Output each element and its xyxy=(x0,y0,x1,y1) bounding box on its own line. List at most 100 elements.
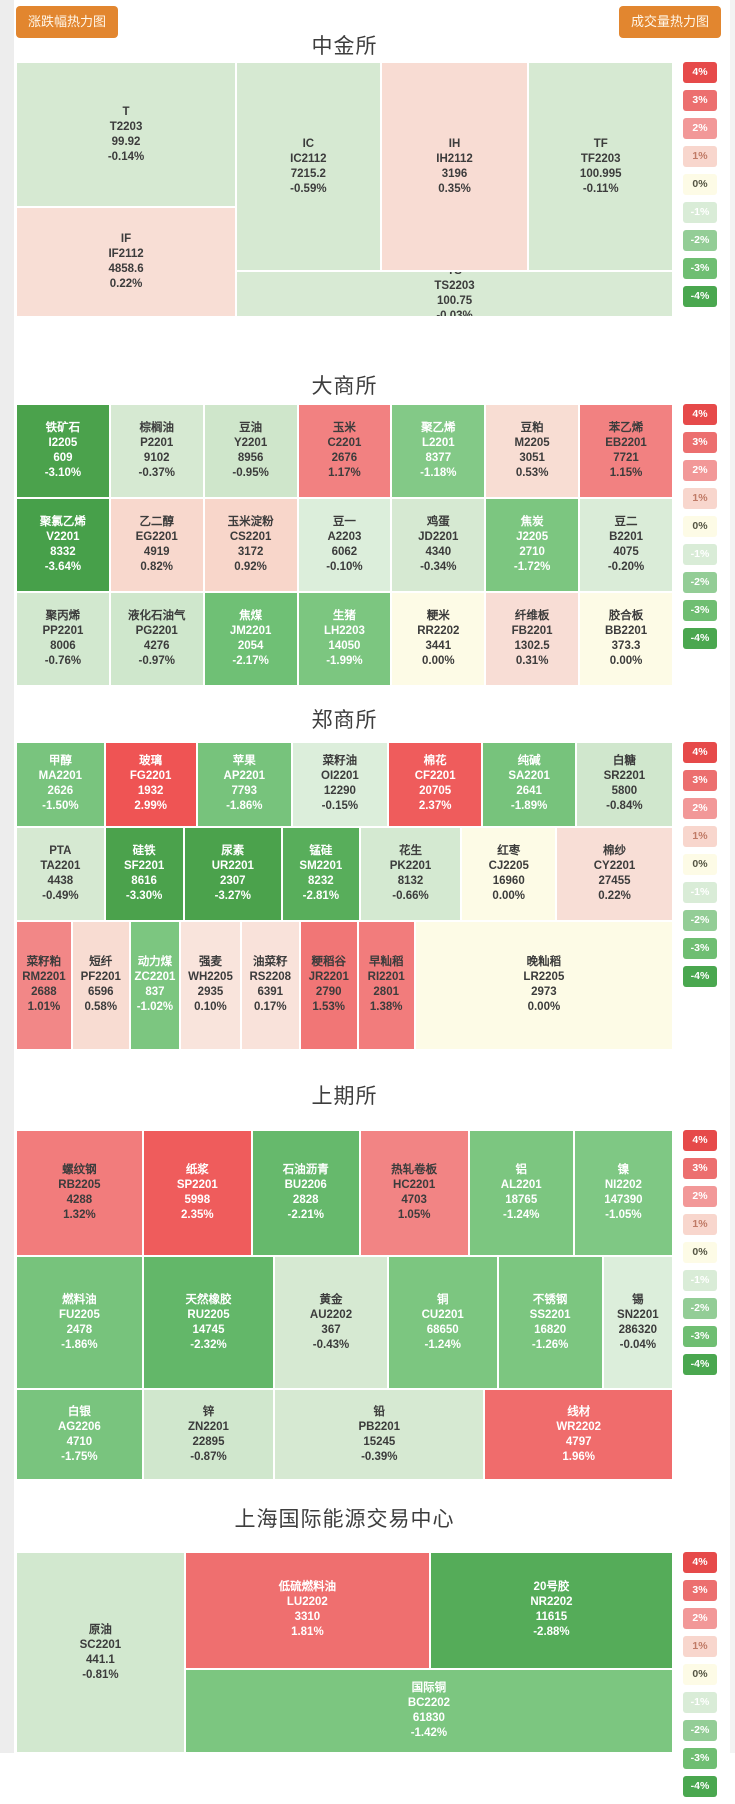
tile-LH2203[interactable]: 生猪 LH2203 14050 -1.99% xyxy=(297,591,392,686)
price-change-heatmap-button[interactable]: 涨跌幅热力图 xyxy=(16,6,119,38)
legend-chip-0%: 0% xyxy=(683,516,717,537)
color-legend-3: 4% 3% 2% 1% 0% -1% -2% -3% -4% xyxy=(683,1130,717,1382)
tile-TF2203[interactable]: TF TF2203 100.995 -0.11% xyxy=(528,62,673,272)
legend-chip-0%: 0% xyxy=(683,1664,717,1685)
legend-chip-3%: 3% xyxy=(683,90,717,111)
tile-Y2201[interactable]: 豆油 Y2201 8956 -0.95% xyxy=(203,404,298,498)
tile-ZC2201[interactable]: 动力煤 ZC2201 837 -1.02% xyxy=(129,920,181,1050)
tile-CF2201[interactable]: 棉花 CF2201 20705 2.37% xyxy=(387,742,483,827)
tile-AU2202[interactable]: 黄金 AU2202 367 -0.43% xyxy=(274,1256,388,1389)
tile-SA2201[interactable]: 纯碱 SA2201 2641 -1.89% xyxy=(482,742,576,827)
tile-CU2201[interactable]: 铜 CU2201 68650 -1.24% xyxy=(387,1256,498,1389)
tile-CS2201[interactable]: 玉米淀粉 CS2201 3172 0.92% xyxy=(203,497,298,592)
legend-chip-4%: 4% xyxy=(683,742,717,763)
volume-heatmap-button[interactable]: 成交量热力图 xyxy=(618,6,721,38)
page-right-margin xyxy=(730,0,735,1753)
tile-SC2201[interactable]: 原油 SC2201 441.1 -0.81% xyxy=(16,1552,185,1753)
tile-RR2202[interactable]: 粳米 RR2202 3441 0.00% xyxy=(391,591,486,686)
legend-chip--4%: -4% xyxy=(683,286,717,307)
section-title-0: 中金所 xyxy=(311,35,378,58)
color-legend-2: 4% 3% 2% 1% 0% -1% -2% -3% -4% xyxy=(683,742,717,994)
tile-IC2112[interactable]: IC IC2112 7215.2 -0.59% xyxy=(236,62,381,272)
tile-L2201[interactable]: 聚乙烯 L2201 8377 -1.18% xyxy=(391,404,486,498)
tile-PG2201[interactable]: 液化石油气 PG2201 4276 -0.97% xyxy=(109,591,204,686)
tile-JM2201[interactable]: 焦煤 JM2201 2054 -2.17% xyxy=(203,591,298,686)
tile-WR2202[interactable]: 线材 WR2202 4797 1.96% xyxy=(484,1389,673,1480)
tile-RB2205[interactable]: 螺纹钢 RB2205 4288 1.32% xyxy=(16,1130,143,1256)
tile-LU2202[interactable]: 低硫燃料油 LU2202 3310 1.81% xyxy=(184,1552,430,1669)
tile-JD2201[interactable]: 鸡蛋 JD2201 4340 -0.34% xyxy=(391,497,486,592)
tile-SR2201[interactable]: 白糖 SR2201 5800 -0.84% xyxy=(575,742,673,827)
section-title-4: 上海国际能源交易中心 xyxy=(234,1508,455,1531)
tile-I2205[interactable]: 铁矿石 I2205 609 -3.10% xyxy=(16,404,110,498)
tile-ZN2201[interactable]: 锌 ZN2201 22895 -0.87% xyxy=(142,1389,275,1480)
tile-EG2201[interactable]: 乙二醇 EG2201 4919 0.82% xyxy=(109,497,204,592)
tile-SN2201[interactable]: 锡 SN2201 286320 -0.04% xyxy=(602,1256,673,1389)
legend-chip-1%: 1% xyxy=(683,1214,717,1235)
tile-M2205[interactable]: 豆粕 M2205 3051 0.53% xyxy=(485,404,580,498)
tile-V2201[interactable]: 聚氯乙烯 V2201 8332 -3.64% xyxy=(16,497,110,592)
tile-SM2201[interactable]: 锰硅 SM2201 8232 -2.81% xyxy=(282,826,360,921)
tile-UR2201[interactable]: 尿素 UR2201 2307 -3.27% xyxy=(183,826,283,921)
legend-chip-0%: 0% xyxy=(683,854,717,875)
legend-chip-2%: 2% xyxy=(683,798,717,819)
tile-RU2205[interactable]: 天然橡胶 RU2205 14745 -2.32% xyxy=(142,1256,275,1389)
tile-FU2205[interactable]: 燃料油 FU2205 2478 -1.86% xyxy=(16,1256,143,1389)
tile-CJ2205[interactable]: 红枣 CJ2205 16960 0.00% xyxy=(461,826,557,921)
tile-TS2203[interactable]: TSTS2203100.75-0.03% xyxy=(236,271,673,317)
tile-BB2201[interactable]: 胶合板 BB2201 373.3 0.00% xyxy=(579,591,673,686)
tile-J2205[interactable]: 焦炭 J2205 2710 -1.72% xyxy=(485,497,580,592)
tile-BU2206[interactable]: 石油沥青 BU2206 2828 -2.21% xyxy=(251,1130,360,1256)
section-title-3: 上期所 xyxy=(311,1085,378,1108)
legend-chip-0%: 0% xyxy=(683,174,717,195)
legend-chip-1%: 1% xyxy=(683,146,717,167)
tile-OI2201[interactable]: 菜籽油 OI2201 12290 -0.15% xyxy=(291,742,388,827)
tile-PF2201[interactable]: 短纤 PF2201 6596 0.58% xyxy=(71,920,130,1050)
legend-chip-4%: 4% xyxy=(683,1130,717,1151)
tile-IF2112[interactable]: IF IF2112 4858.6 0.22% xyxy=(16,207,237,317)
tile-RS2208[interactable]: 油菜籽 RS2208 6391 0.17% xyxy=(240,920,300,1050)
legend-chip--3%: -3% xyxy=(683,600,717,621)
tile-C2201[interactable]: 玉米 C2201 2676 1.17% xyxy=(297,404,392,498)
tile-BC2202[interactable]: 国际铜 BC2202 61830 -1.42% xyxy=(184,1668,673,1753)
legend-chip--1%: -1% xyxy=(683,202,717,223)
section-title-2: 郑商所 xyxy=(311,709,378,732)
tile-PB2201[interactable]: 铅 PB2201 15245 -0.39% xyxy=(274,1389,485,1480)
color-legend-4: 4% 3% 2% 1% 0% -1% -2% -3% -4% xyxy=(683,1552,717,1804)
tile-FB2201[interactable]: 纤维板 FB2201 1302.5 0.31% xyxy=(485,591,580,686)
tile-AP2201[interactable]: 苹果 AP2201 7793 -1.86% xyxy=(196,742,292,827)
tile-NR2202[interactable]: 20号胶 NR2202 11615 -2.88% xyxy=(429,1552,673,1669)
tile-TA2201[interactable]: PTA TA2201 4438 -0.49% xyxy=(16,826,105,921)
tile-FG2201[interactable]: 玻璃 FG2201 1932 2.99% xyxy=(104,742,197,827)
tile-P2201[interactable]: 棕榈油 P2201 9102 -0.37% xyxy=(109,404,204,498)
tile-B2201[interactable]: 豆二 B2201 4075 -0.20% xyxy=(579,497,673,592)
legend-chip-3%: 3% xyxy=(683,1158,717,1179)
tile-MA2201[interactable]: 甲醇 MA2201 2626 -1.50% xyxy=(16,742,105,827)
tile-NI2202[interactable]: 镍 NI2202 147390 -1.05% xyxy=(573,1130,673,1256)
tile-JR2201[interactable]: 粳稻谷 JR2201 2790 1.53% xyxy=(299,920,358,1050)
tile-EB2201[interactable]: 苯乙烯 EB2201 7721 1.15% xyxy=(579,404,673,498)
tile-SS2201[interactable]: 不锈钢 SS2201 16820 -1.26% xyxy=(497,1256,603,1389)
tile-SF2201[interactable]: 硅铁 SF2201 8616 -3.30% xyxy=(104,826,184,921)
tile-PP2201[interactable]: 聚丙烯 PP2201 8006 -0.76% xyxy=(16,591,110,686)
legend-chip-4%: 4% xyxy=(683,404,717,425)
tile-CY2201[interactable]: 棉纱 CY2201 27455 0.22% xyxy=(556,826,673,921)
legend-chip--4%: -4% xyxy=(683,628,717,649)
tile-LR2205[interactable]: 晚籼稻 LR2205 2973 0.00% xyxy=(414,920,673,1050)
tile-AL2201[interactable]: 铝 AL2201 18765 -1.24% xyxy=(468,1130,574,1256)
tile-SP2201[interactable]: 纸浆 SP2201 5998 2.35% xyxy=(142,1130,252,1256)
tile-RM2201[interactable]: 菜籽粕 RM2201 2688 1.01% xyxy=(16,920,72,1050)
tile-IH2112[interactable]: IH IH2112 3196 0.35% xyxy=(380,62,529,272)
legend-chip--2%: -2% xyxy=(683,910,717,931)
tile-HC2201[interactable]: 热轧卷板 HC2201 4703 1.05% xyxy=(359,1130,469,1256)
legend-chip-2%: 2% xyxy=(683,1186,717,1207)
tile-PK2201[interactable]: 花生 PK2201 8132 -0.66% xyxy=(359,826,462,921)
legend-chip--2%: -2% xyxy=(683,572,717,593)
tile-AG2206[interactable]: 白银 AG2206 4710 -1.75% xyxy=(16,1389,143,1480)
tile-A2203[interactable]: 豆一 A2203 6062 -0.10% xyxy=(297,497,392,592)
tile-RI2201[interactable]: 早籼稻 RI2201 2801 1.38% xyxy=(357,920,415,1050)
tile-WH2205[interactable]: 强麦 WH2205 2935 0.10% xyxy=(180,920,241,1050)
legend-chip-2%: 2% xyxy=(683,118,717,139)
legend-chip--2%: -2% xyxy=(683,1298,717,1319)
tile-T2203[interactable]: T T2203 99.92 -0.14% xyxy=(16,62,237,208)
